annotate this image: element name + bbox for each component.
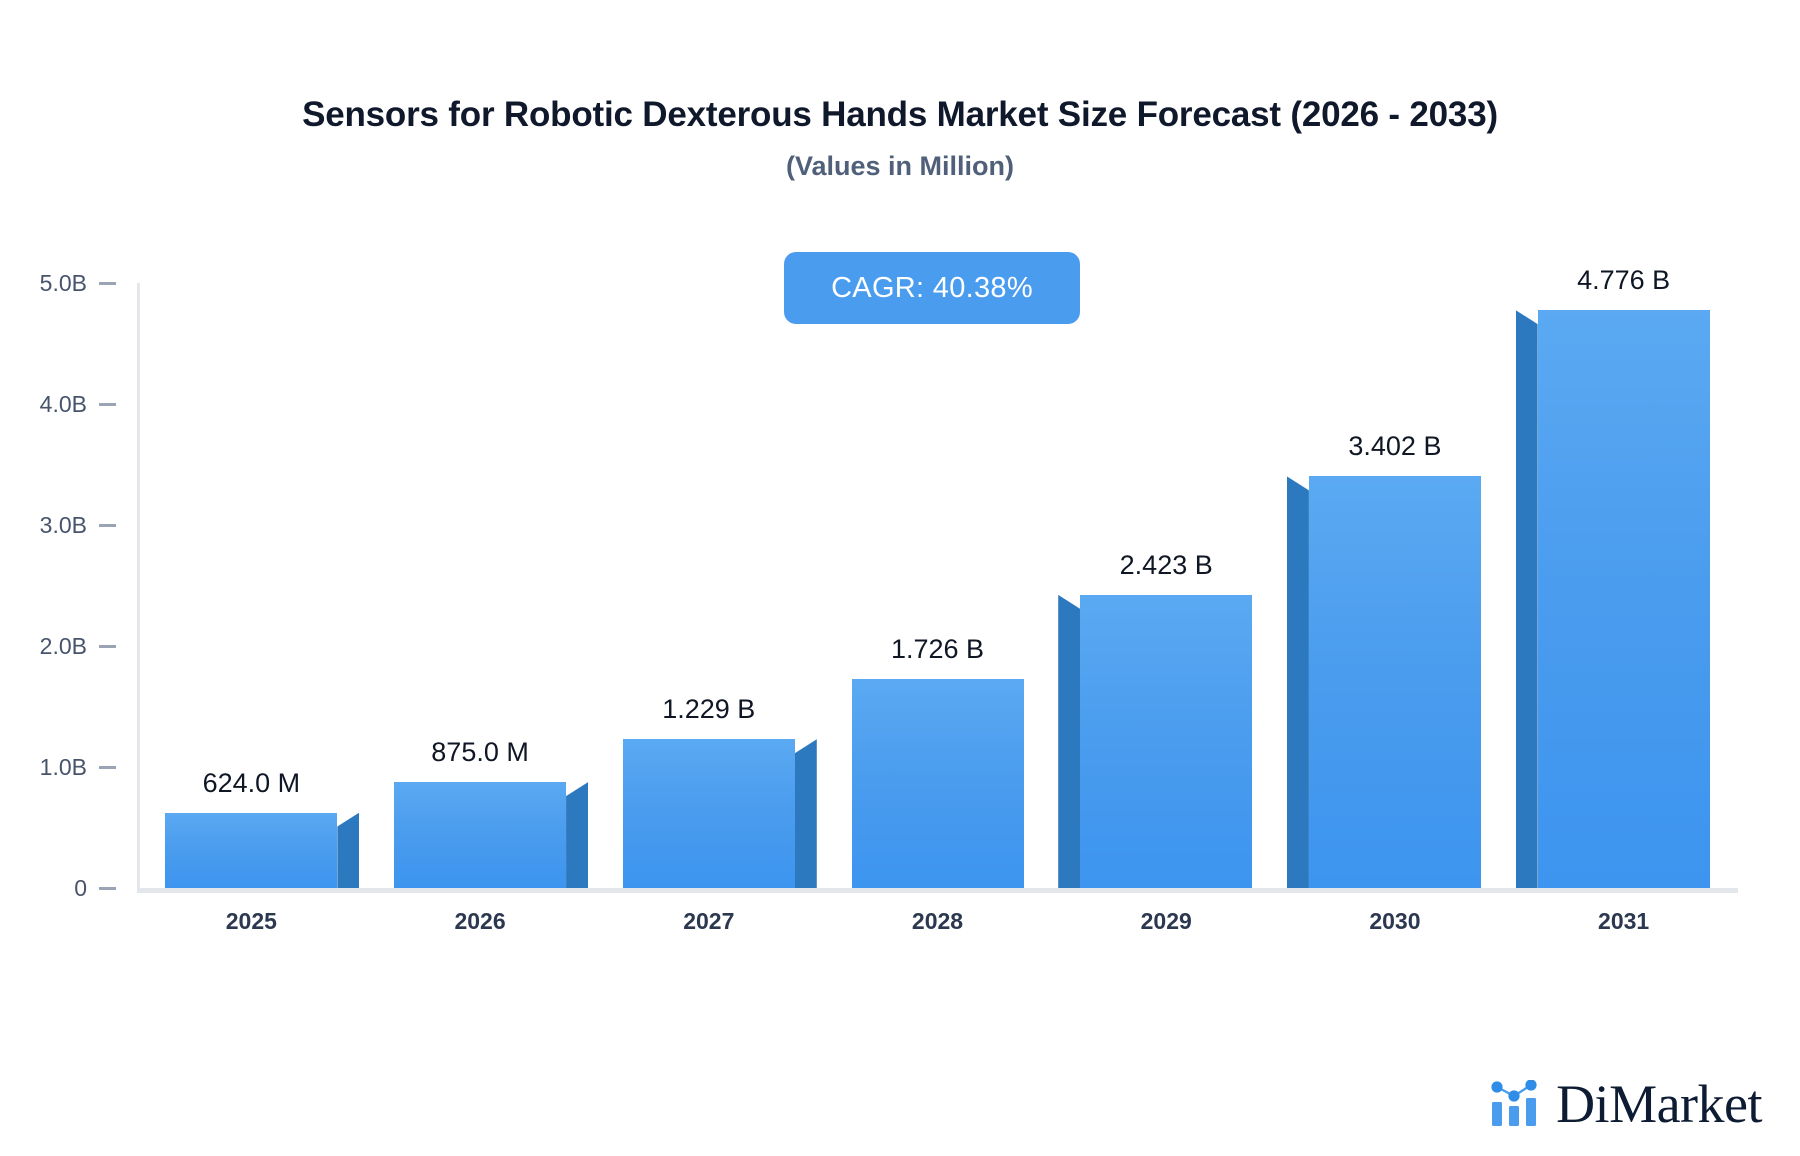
bar-front-face — [1308, 476, 1481, 888]
logo-text: DiMarket — [1556, 1074, 1762, 1134]
bar-front-face — [851, 679, 1024, 888]
title-block: Sensors for Robotic Dexterous Hands Mark… — [0, 95, 1800, 181]
y-axis: 0 1.0B 2.0B 3.0B 4.0B 5.0B — [0, 0, 118, 1156]
bar-front-face — [394, 782, 567, 888]
y-axis-tick-label: 1.0B — [39, 753, 87, 780]
bar-group[interactable]: 2.423 B — [1058, 283, 1253, 888]
x-axis: 2025 2026 2027 2028 2029 2030 2031 — [137, 908, 1738, 948]
x-axis-tick-label: 2025 — [225, 908, 277, 934]
bar[interactable]: 3.402 B — [1286, 431, 1481, 888]
y-axis-tick: 0 — [74, 873, 118, 903]
bar-group[interactable]: 1.229 B — [622, 283, 817, 888]
bar-side-face — [1058, 594, 1081, 888]
x-axis-tick-label: 2026 — [454, 908, 506, 934]
y-axis-tick-label: 3.0B — [39, 511, 87, 538]
y-axis-tick-label: 2.0B — [39, 632, 87, 659]
y-axis-tick-mark — [99, 765, 116, 769]
bar-group[interactable]: 1.726 B — [851, 283, 1024, 888]
bar-side-face — [1515, 310, 1538, 888]
bar-front-face — [622, 739, 795, 888]
bar-chart-logo-icon — [1491, 1080, 1537, 1126]
bar-group[interactable]: 3.402 B — [1286, 283, 1481, 888]
y-axis-line — [137, 283, 140, 891]
y-axis-tick-mark — [99, 281, 116, 285]
bar-value-label: 2.423 B — [1119, 549, 1213, 580]
bar[interactable]: 1.229 B — [622, 694, 817, 888]
bar-value-label: 875.0 M — [431, 737, 529, 768]
y-axis-tick: 5.0B — [40, 268, 118, 298]
bar[interactable]: 875.0 M — [394, 737, 589, 888]
bar-side-face — [794, 739, 817, 888]
brand-logo: DiMarket — [1490, 1077, 1762, 1131]
bar[interactable]: 1.726 B — [851, 634, 1024, 888]
bar[interactable]: 4.776 B — [1515, 265, 1710, 888]
y-axis-tick-mark — [99, 644, 116, 648]
y-axis-tick: 3.0B — [40, 510, 118, 540]
x-axis-tick-label: 2029 — [1140, 908, 1192, 934]
page-title: Sensors for Robotic Dexterous Hands Mark… — [302, 95, 1498, 134]
x-axis-tick-label: 2030 — [1369, 908, 1421, 934]
bar-front-face — [1080, 594, 1253, 888]
y-axis-tick: 1.0B — [40, 752, 118, 782]
bar-group[interactable]: 875.0 M — [394, 283, 589, 888]
bar-series: 624.0 M 875.0 M 1.229 B 1.726 B 2.423 B 3.402… — [137, 265, 1738, 888]
x-axis-tick-label: 2028 — [911, 908, 964, 934]
y-axis-tick-mark — [99, 886, 116, 890]
y-axis-tick-label: 5.0B — [39, 269, 87, 296]
bar-value-label: 1.229 B — [662, 694, 756, 725]
cagr-badge-label: CAGR: 40.38% — [831, 271, 1033, 304]
cagr-badge: CAGR: 40.38% — [784, 252, 1080, 324]
y-axis-tick: 2.0B — [40, 631, 118, 661]
bar-value-label: 3.402 B — [1348, 431, 1442, 462]
x-axis-tick-label: 2027 — [683, 908, 735, 934]
y-axis-tick: 4.0B — [40, 389, 118, 419]
y-axis-tick-label: 0 — [74, 874, 87, 901]
chart-subtitle: (Values in Million) — [785, 150, 1015, 181]
bar-side-face — [337, 812, 360, 888]
x-axis-line — [137, 888, 1738, 893]
bar-group[interactable]: 4.776 B — [1515, 265, 1710, 888]
bar[interactable]: 624.0 M — [165, 768, 360, 888]
bar-group[interactable]: 624.0 M — [165, 283, 360, 888]
bar-value-label: 624.0 M — [202, 767, 301, 798]
bar-value-label: 4.776 B — [1577, 265, 1671, 296]
bar-value-label: 1.726 B — [890, 634, 985, 665]
bar[interactable]: 2.423 B — [1058, 550, 1253, 888]
y-axis-tick-mark — [99, 402, 116, 406]
bar-side-face — [566, 782, 589, 888]
bar-front-face — [1537, 310, 1710, 888]
x-axis-tick-label: 2031 — [1598, 908, 1650, 934]
bar-front-face — [165, 812, 338, 888]
y-axis-tick-mark — [99, 523, 116, 527]
bar-side-face — [1286, 476, 1309, 888]
y-axis-tick-label: 4.0B — [39, 390, 87, 417]
